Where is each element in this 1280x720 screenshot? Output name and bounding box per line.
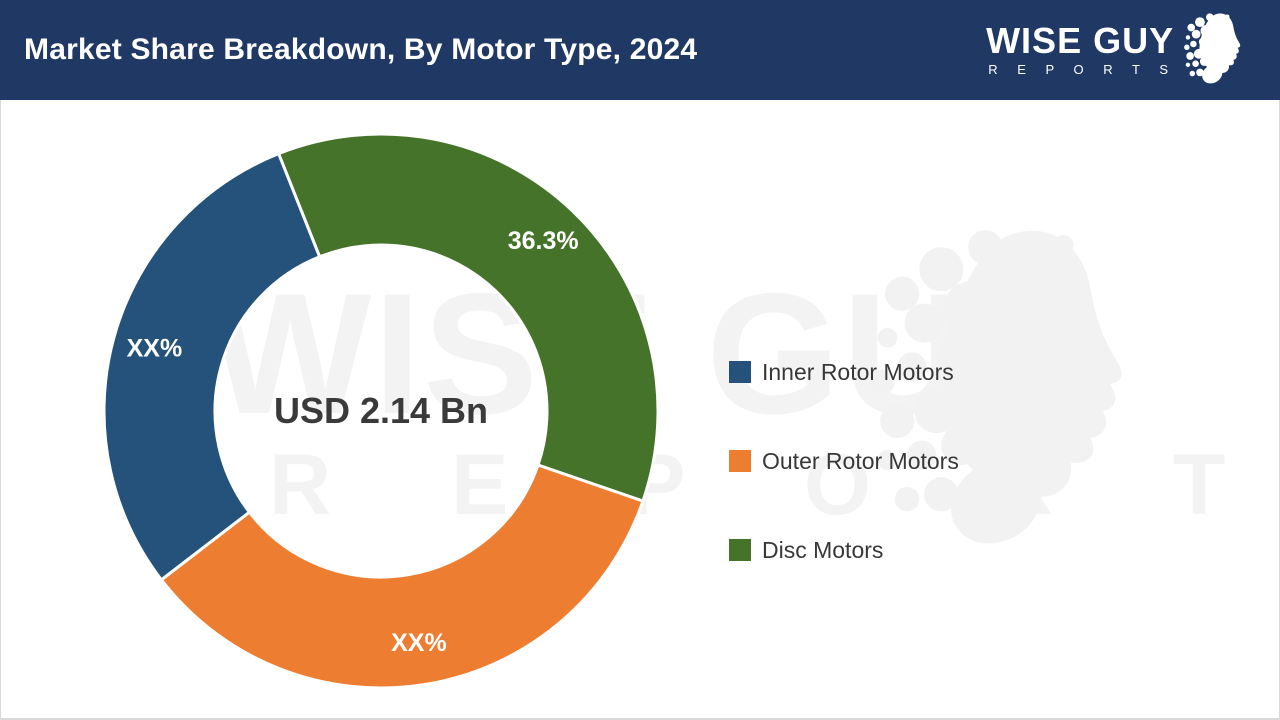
legend-label: Disc Motors	[762, 537, 884, 563]
legend-swatch-green	[729, 539, 751, 561]
legend-swatch-orange	[729, 450, 751, 472]
watermark-subtitle: R E P O R T S	[269, 437, 1279, 533]
brand-name-text: WISE GUY	[986, 20, 1175, 61]
face-logo-icon	[1184, 13, 1241, 84]
segment-value-label: XX%	[391, 629, 447, 657]
chart-legend: Inner Rotor Motors Outer Rotor Motors Di…	[729, 359, 959, 563]
legend-item-outer-rotor-motors: Outer Rotor Motors	[729, 448, 959, 474]
page-title: Market Share Breakdown, By Motor Type, 2…	[24, 33, 698, 66]
legend-item-disc-motors: Disc Motors	[729, 537, 959, 563]
donut-segment-inner-rotor-motors	[102, 152, 322, 582]
legend-label: Outer Rotor Motors	[762, 448, 959, 474]
donut-segment-disc-motors	[277, 132, 660, 503]
legend-label: Inner Rotor Motors	[762, 359, 954, 385]
chart-canvas: WISE GUY R E P O R T S 36.3%XX%XX% USD 2…	[0, 100, 1280, 720]
donut-center-value: USD 2.14 Bn	[273, 390, 489, 431]
brand-logo: WISE GUY R E P O R T S	[984, 9, 1254, 91]
segment-value-label: 36.3%	[508, 227, 579, 255]
legend-item-inner-rotor-motors: Inner Rotor Motors	[729, 359, 959, 385]
donut-chart: 36.3% XX% XX%	[102, 132, 660, 690]
brand-subtitle-text: R E P O R T S	[988, 62, 1176, 77]
brand-wordmark: WISE GUY R E P O R T S	[984, 20, 1176, 78]
header-bar: Market Share Breakdown, By Motor Type, 2…	[0, 0, 1280, 100]
segment-value-label: XX%	[127, 335, 183, 363]
donut-segment-outer-rotor-motors	[159, 463, 645, 690]
legend-swatch-blue	[729, 361, 751, 383]
